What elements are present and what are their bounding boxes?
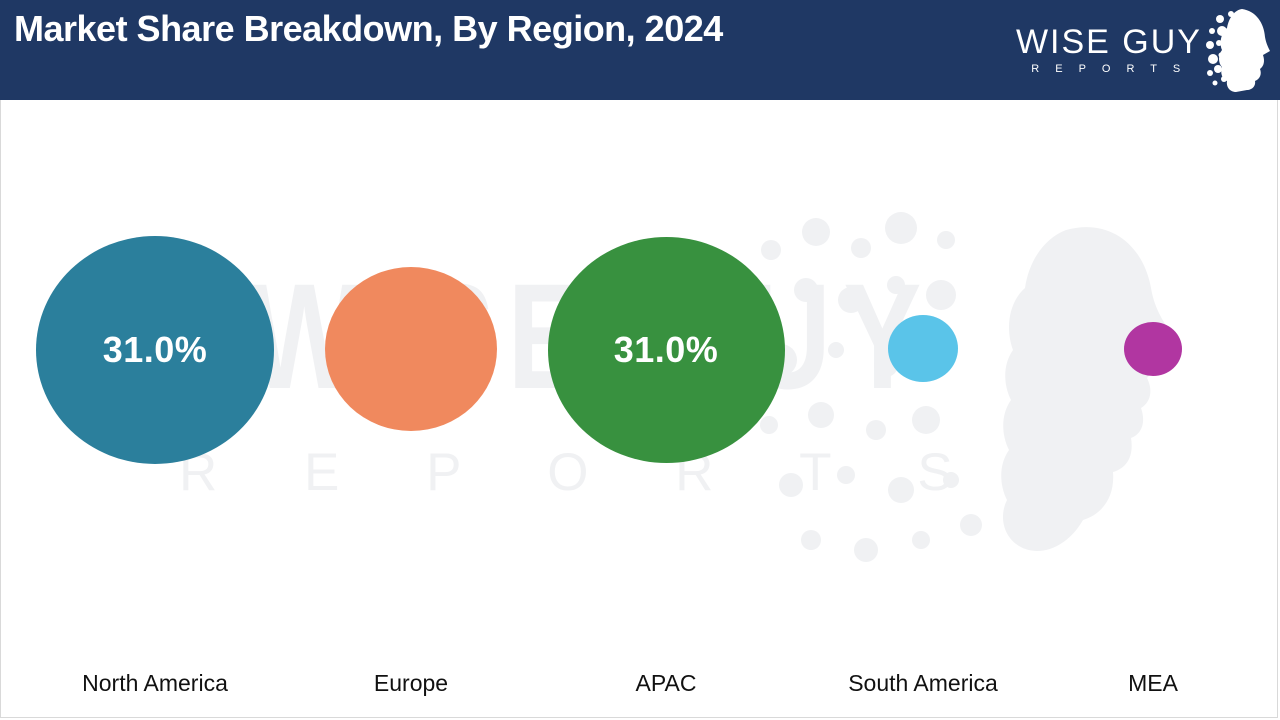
bubble-category-label: South America [848,670,998,696]
bubble-chart: 31.0% North America Europe 31.0% APAC South A… [1,100,1277,717]
bubble-category-label: Europe [373,670,449,696]
bubble-north-america: 31.0% [36,236,274,464]
bubble-category-label: APAC [635,670,697,696]
chart-panel: WISE GUY R E P O R T S 31 [0,100,1278,718]
brand-logo: WISE GUY R E P O R T S [1016,6,1270,94]
bubble-apac: 31.0% [547,237,785,463]
bubble-south-america [888,314,958,382]
bubble-category-label: North America [82,670,228,696]
page-title: Market Share Breakdown, By Region, 2024 [14,8,723,49]
bubble-value-label: 31.0% [613,329,719,370]
bubble-category-label: MEA [1128,670,1178,696]
logo-subtext: R E P O R T S [1031,63,1187,75]
bubble-mea [1124,322,1182,376]
bubble-value-label: 31.0% [102,329,208,370]
brand-logo-text: WISE GUY R E P O R T S [1016,25,1202,75]
logo-head-icon [1206,9,1270,92]
logo-wordmark: WISE GUY [1015,23,1202,61]
header: Market Share Breakdown, By Region, 2024 … [0,0,1280,100]
bubble-europe [325,267,497,431]
